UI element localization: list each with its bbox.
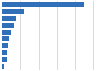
Bar (2, 36, 9, 41)
Bar (2, 9, 24, 14)
Bar (2, 64, 4, 69)
Bar (2, 57, 7, 62)
Bar (2, 43, 8, 48)
Bar (2, 50, 7, 55)
Bar (2, 30, 11, 35)
Bar (2, 23, 14, 28)
Bar (2, 16, 16, 21)
Bar (2, 2, 84, 7)
